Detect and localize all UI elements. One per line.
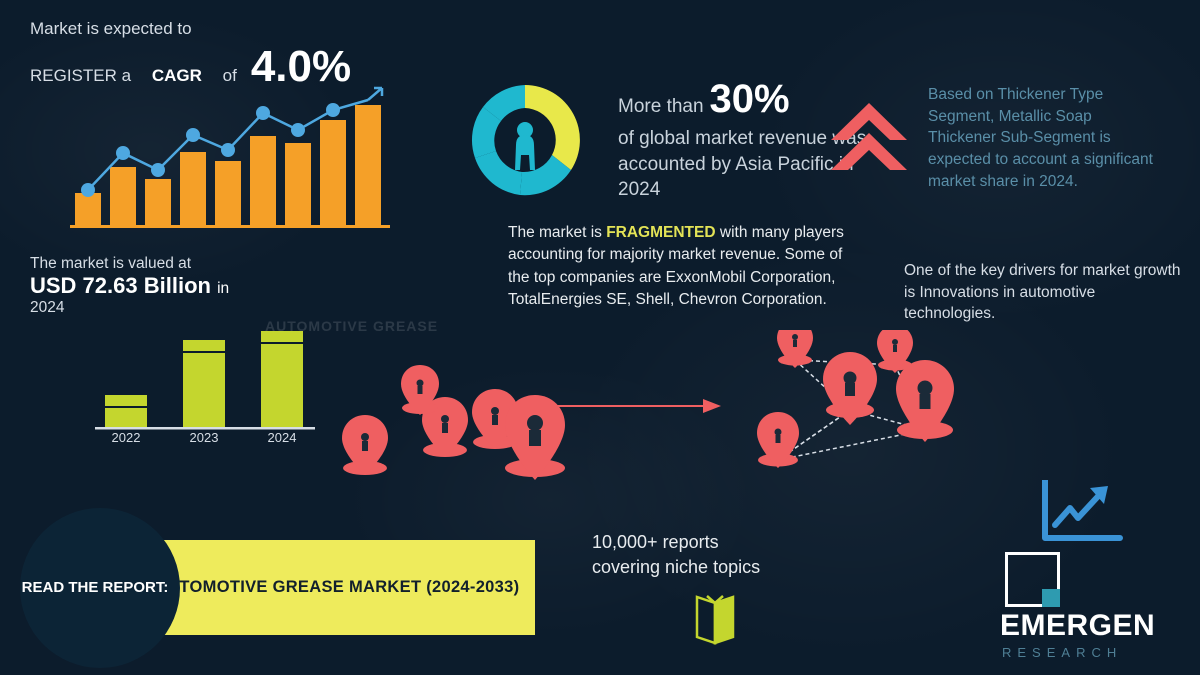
connecting-arrow-icon (553, 398, 728, 418)
year-bar-chart: 2022 2023 2024 (75, 330, 325, 445)
trend-arrow-icon (368, 88, 382, 100)
pin-icon-large[interactable] (896, 360, 954, 442)
read-report-block[interactable]: READ THE REPORT: AUTOMOTIVE GREASE MARKE… (20, 540, 550, 635)
bar-2023[interactable] (183, 340, 225, 427)
reports-count-block: 10,000+ reports covering niche topics (592, 530, 852, 580)
fragmented-highlight: FRAGMENTED (606, 224, 715, 241)
pin-icon[interactable] (401, 365, 439, 415)
bar-label-2023: 2023 (190, 430, 219, 445)
pin-icon[interactable] (342, 415, 388, 475)
trend-bars (75, 105, 381, 225)
book-icon (685, 595, 745, 645)
key-drivers-block: One of the key drivers for market growth… (904, 260, 1184, 325)
automotive-grease-watermark: AUTOMOTIVE GREASE (265, 318, 438, 334)
pin-icon[interactable] (757, 412, 799, 468)
pin-icon-large[interactable] (823, 352, 877, 425)
cagr-line1: Market is expected to (30, 18, 351, 39)
revenue-share-donut (450, 65, 600, 215)
cagr-block: Market is expected to REGISTER a CAGR of… (30, 18, 351, 94)
blue-trending-chart-icon (1040, 480, 1125, 545)
cagr-line2: REGISTER a CAGR of 4.0% (30, 39, 351, 94)
company-logo-block: EMERGEN RESEARCH (1000, 552, 1190, 660)
bar-label-2024: 2024 (268, 430, 297, 445)
thickener-segment-block: Based on Thickener Type Segment, Metalli… (928, 84, 1160, 192)
pin-icon[interactable] (777, 330, 813, 368)
cagr-value: 4.0% (251, 39, 351, 94)
network-location-pins (730, 330, 990, 480)
infographic-root: Market is expected to REGISTER a CAGR of… (0, 0, 1200, 675)
bar-label-2022: 2022 (112, 430, 141, 445)
pct30-value: 30% (710, 72, 790, 126)
read-report-circle[interactable]: READ THE REPORT: (20, 508, 180, 668)
market-value-amount: USD 72.63 Billion in (30, 273, 229, 299)
chevron-up-icon (822, 95, 917, 190)
left-location-pins (330, 350, 570, 480)
bar-2022[interactable] (105, 395, 147, 427)
fragmented-market-block: The market is FRAGMENTED with many playe… (508, 222, 858, 312)
bar-2024[interactable] (261, 331, 303, 427)
trend-bar-chart (70, 95, 390, 225)
logo-square-icon (1005, 552, 1060, 607)
market-value-block: The market is valued at USD 72.63 Billio… (30, 255, 229, 317)
